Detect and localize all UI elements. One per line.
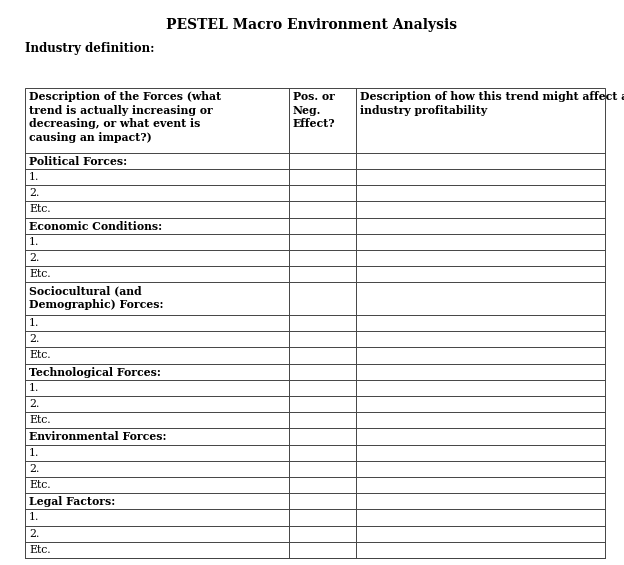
Text: 2.: 2.	[29, 529, 39, 538]
Text: Etc.: Etc.	[29, 545, 51, 555]
Text: Technological Forces:: Technological Forces:	[29, 367, 161, 377]
Bar	[25, 88, 605, 558]
Text: 1.: 1.	[29, 447, 39, 458]
Text: Etc.: Etc.	[29, 270, 51, 279]
Text: Description of how this trend might affect average
industry profitability: Description of how this trend might affe…	[359, 91, 624, 116]
Text: 1.: 1.	[29, 237, 39, 247]
Text: Environmental Forces:: Environmental Forces:	[29, 431, 167, 442]
Text: Sociocultural (and
Demographic) Forces:: Sociocultural (and Demographic) Forces:	[29, 285, 163, 310]
Text: Etc.: Etc.	[29, 205, 51, 215]
Text: Etc.: Etc.	[29, 480, 51, 490]
Text: Description of the Forces (what
trend is actually increasing or
decreasing, or w: Description of the Forces (what trend is…	[29, 91, 221, 143]
Text: 2.: 2.	[29, 334, 39, 344]
Text: Etc.: Etc.	[29, 350, 51, 360]
Text: Political Forces:: Political Forces:	[29, 156, 127, 167]
Text: PESTEL Macro Environment Analysis: PESTEL Macro Environment Analysis	[167, 18, 457, 32]
Text: Etc.: Etc.	[29, 415, 51, 425]
Text: 2.: 2.	[29, 188, 39, 198]
Text: Legal Factors:: Legal Factors:	[29, 496, 115, 507]
Text: 2.: 2.	[29, 399, 39, 409]
Text: 1.: 1.	[29, 172, 39, 182]
Text: Industry definition:: Industry definition:	[25, 42, 155, 55]
Text: 1.: 1.	[29, 512, 39, 523]
Text: Economic Conditions:: Economic Conditions:	[29, 221, 162, 232]
Text: Pos. or
Neg.
Effect?: Pos. or Neg. Effect?	[293, 91, 336, 129]
Text: 2.: 2.	[29, 253, 39, 263]
Text: 1.: 1.	[29, 383, 39, 393]
Text: 2.: 2.	[29, 464, 39, 474]
Text: 1.: 1.	[29, 318, 39, 328]
